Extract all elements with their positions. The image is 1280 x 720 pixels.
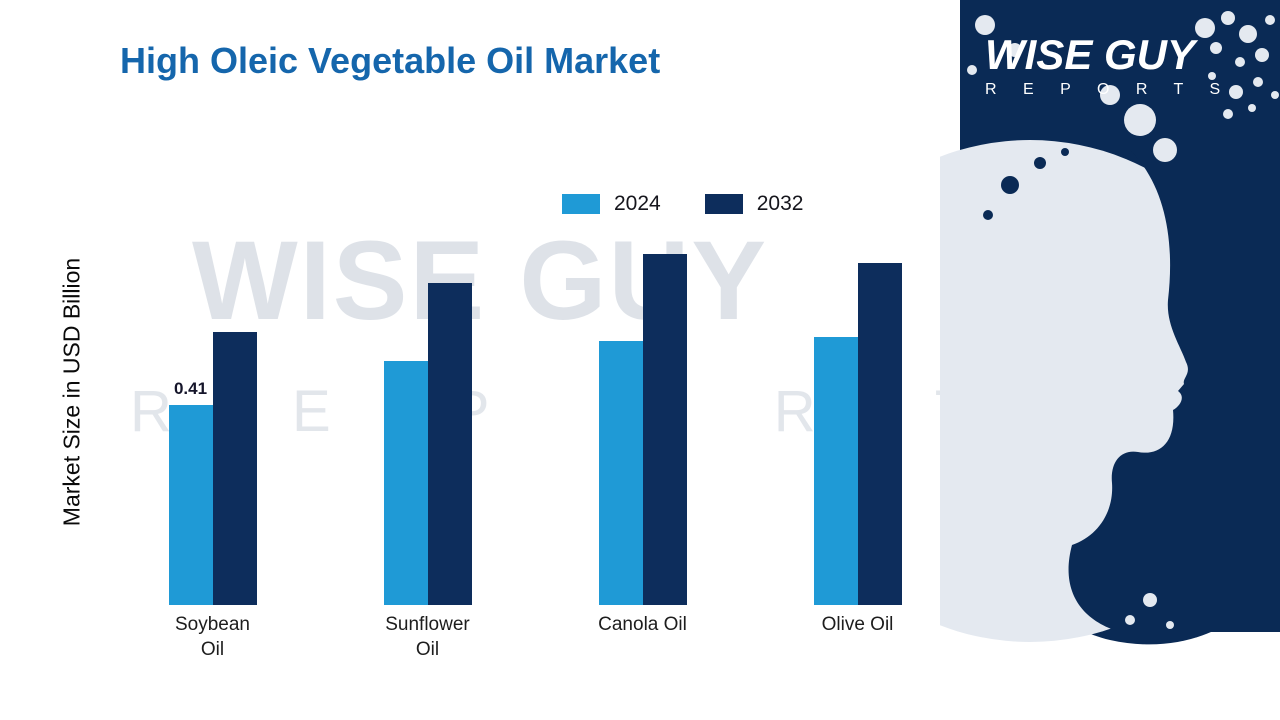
navy-dots-decoration [983, 148, 1069, 220]
bar-group-canola-oil [598, 254, 687, 605]
bar-value-label: 0.41 [173, 379, 208, 398]
legend-swatch-2032-icon [704, 194, 743, 214]
bar-2024-canola-oil [598, 341, 643, 605]
brand-logo: WISE GUY R E P O R T S [985, 34, 1231, 99]
bar-2032-sunflower-oil [427, 283, 472, 605]
brand-panel: WISE GUY R E P O R T S [940, 0, 1280, 720]
y-axis-label: Market Size in USD Billion [58, 257, 85, 527]
chart-title: High Oleic Vegetable Oil Market [120, 40, 661, 81]
bar-2032-canola-oil [642, 254, 687, 605]
legend-item-2024: 2024 [562, 192, 661, 216]
legend-item-2032: 2032 [704, 192, 804, 216]
bar-chart-plot-area: 0.41 [105, 185, 965, 605]
bar-2024-sunflower-oil [383, 361, 428, 605]
logo-head-dots-icon [1195, 11, 1279, 119]
bar-group-olive-oil [813, 263, 902, 605]
bar-group-soybean-oil: 0.41 [168, 332, 257, 605]
category-label-canola-oil: Canola Oil [598, 614, 687, 635]
logo-tagline: R E P O R T S [985, 81, 1232, 98]
category-label-soybean-oil: Soybean Oil [174, 614, 250, 660]
logo-wordmark: WISE GUY [985, 31, 1196, 78]
bar-2032-soybean-oil [212, 332, 257, 605]
bar-2032-olive-oil [857, 263, 902, 605]
bar-2024-olive-oil [813, 337, 858, 605]
light-dots-decoration [967, 15, 1177, 629]
face-profile-icon [1068, 150, 1280, 632]
legend-swatch-2024-icon [562, 194, 600, 214]
legend-label-2032: 2032 [756, 192, 804, 215]
category-label-sunflower-oil: Sunflower Oil [385, 614, 470, 660]
bar-2024-soybean-oil: 0.41 [168, 379, 213, 605]
legend-label-2024: 2024 [614, 192, 661, 215]
category-axis: Soybean Oil Sunflower Oil Canola Oil Olive Oi… [105, 613, 965, 662]
bar-group-sunflower-oil [383, 283, 472, 605]
category-label-olive-oil: Olive Oil [821, 614, 894, 635]
chart-legend: 2024 2032 [562, 192, 803, 216]
head-silhouette-graphic [940, 0, 1280, 645]
